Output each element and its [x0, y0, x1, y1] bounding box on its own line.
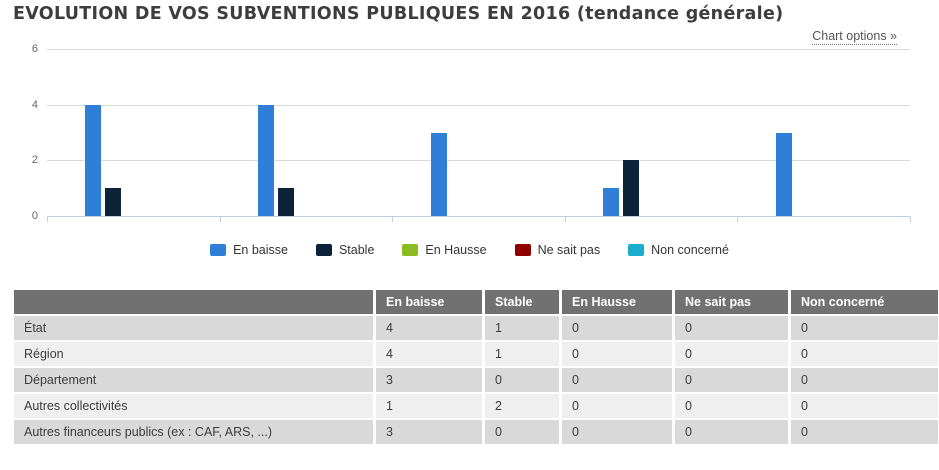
cell-value: 0	[791, 366, 938, 392]
table-row-autres-financeurs-publics-ex-caf-ars: Autres financeurs publics (ex : CAF, ARS…	[14, 418, 938, 444]
bar-en-baisse-d-partement	[430, 132, 447, 216]
y-axis-label: 4	[31, 98, 38, 111]
bar-stable-r-gion	[277, 188, 294, 216]
row-label: Région	[14, 340, 376, 366]
cell-value: 0	[562, 314, 675, 340]
cell-value: 0	[675, 418, 791, 444]
legend-item-en-baisse[interactable]: En baisse	[210, 243, 288, 257]
legend-label: En Hausse	[425, 243, 487, 257]
legend-label: Non concerné	[651, 243, 729, 257]
cell-value: 0	[675, 314, 791, 340]
legend-swatch-icon	[628, 244, 645, 256]
gridline	[47, 160, 910, 162]
gridline	[47, 49, 910, 50]
table-row-d-partement: Département 3 0 0 0 0	[14, 366, 938, 392]
bar-stable-autres-collectivit-s	[623, 160, 640, 216]
y-axis-label: 6	[31, 43, 38, 55]
x-axis-tick	[910, 217, 911, 222]
legend-swatch-icon	[315, 244, 332, 256]
x-axis-tick	[392, 217, 394, 222]
cell-value: 0	[675, 366, 791, 392]
row-label: Autres collectivités	[14, 392, 376, 418]
column-header-en-hausse: En Hausse	[562, 290, 675, 314]
cell-value: 0	[791, 314, 938, 340]
cell-value: 3	[376, 418, 485, 444]
cell-value: 0	[791, 340, 938, 366]
cell-value: 0	[562, 340, 675, 366]
cell-value: 0	[791, 392, 938, 418]
row-label: Autres financeurs publics (ex : CAF, ARS…	[14, 418, 376, 444]
legend-label: Stable	[338, 243, 375, 257]
bar-en-baisse-tat	[85, 104, 102, 216]
cell-value: 0	[485, 418, 562, 444]
cell-value: 4	[376, 314, 485, 340]
legend-label: En baisse	[233, 243, 288, 257]
cell-value: 2	[485, 392, 562, 418]
legend-swatch-icon	[210, 244, 227, 256]
y-axis-label: 2	[31, 154, 38, 167]
cell-value: 0	[562, 366, 675, 392]
row-label: Département	[14, 366, 376, 392]
cell-value: 1	[485, 340, 562, 366]
x-axis-tick	[219, 217, 221, 222]
x-axis-tick	[564, 217, 566, 222]
table-header-row: En baisse Stable En Hausse Ne sait pas Non c…	[14, 290, 938, 314]
cell-value: 3	[376, 366, 485, 392]
table-row-tat: État 4 1 0 0 0	[14, 314, 938, 340]
y-axis-label: 0	[31, 210, 38, 222]
cell-value: 0	[562, 392, 675, 418]
bar-en-baisse-autres-collectivit-s	[603, 188, 620, 216]
column-header-stable: Stable	[485, 290, 562, 314]
cell-value: 0	[562, 418, 675, 444]
column-header-non-concern: Non concerné	[791, 290, 938, 314]
legend-item-stable[interactable]: Stable	[315, 243, 375, 257]
legend-label: Ne sait pas	[537, 243, 601, 257]
legend-item-en-hausse[interactable]: En Hausse	[402, 243, 487, 257]
cell-value: 1	[485, 314, 562, 340]
bar-en-baisse-autres-financeurs-publics-ex-caf-ars	[775, 132, 792, 216]
legend-swatch-icon	[514, 244, 531, 256]
bar-stable-tat	[105, 188, 122, 216]
row-label: État	[14, 314, 376, 340]
bar-en-baisse-r-gion	[257, 104, 274, 216]
gridline	[47, 104, 910, 106]
page-title: EVOLUTION DE VOS SUBVENTIONS PUBLIQUES E…	[13, 4, 784, 24]
column-header-empty	[14, 290, 376, 314]
cell-value: 0	[485, 366, 562, 392]
x-axis-tick	[737, 217, 739, 222]
legend-item-ne-sait-pas[interactable]: Ne sait pas	[514, 243, 601, 257]
cell-value: 0	[675, 340, 791, 366]
cell-value: 0	[791, 418, 938, 444]
cell-value: 4	[376, 340, 485, 366]
results-table: En baisse Stable En Hausse Ne sait pas Non c…	[14, 290, 938, 444]
legend-swatch-icon	[402, 244, 419, 256]
chart-legend: En baisse Stable En Hausse Ne sait pas Non c…	[0, 243, 939, 257]
cell-value: 1	[376, 392, 485, 418]
chart-options-link[interactable]: Chart options »	[812, 29, 897, 45]
column-header-ne-sait-pas: Ne sait pas	[675, 290, 791, 314]
x-axis-tick	[47, 217, 48, 222]
table-row-autres-collectivit-s: Autres collectivités 1 2 0 0 0	[14, 392, 938, 418]
cell-value: 0	[675, 392, 791, 418]
column-header-en-baisse: En baisse	[376, 290, 485, 314]
x-axis-line	[47, 216, 911, 217]
legend-item-non-concern[interactable]: Non concerné	[628, 243, 729, 257]
table-row-r-gion: Région 4 1 0 0 0	[14, 340, 938, 366]
